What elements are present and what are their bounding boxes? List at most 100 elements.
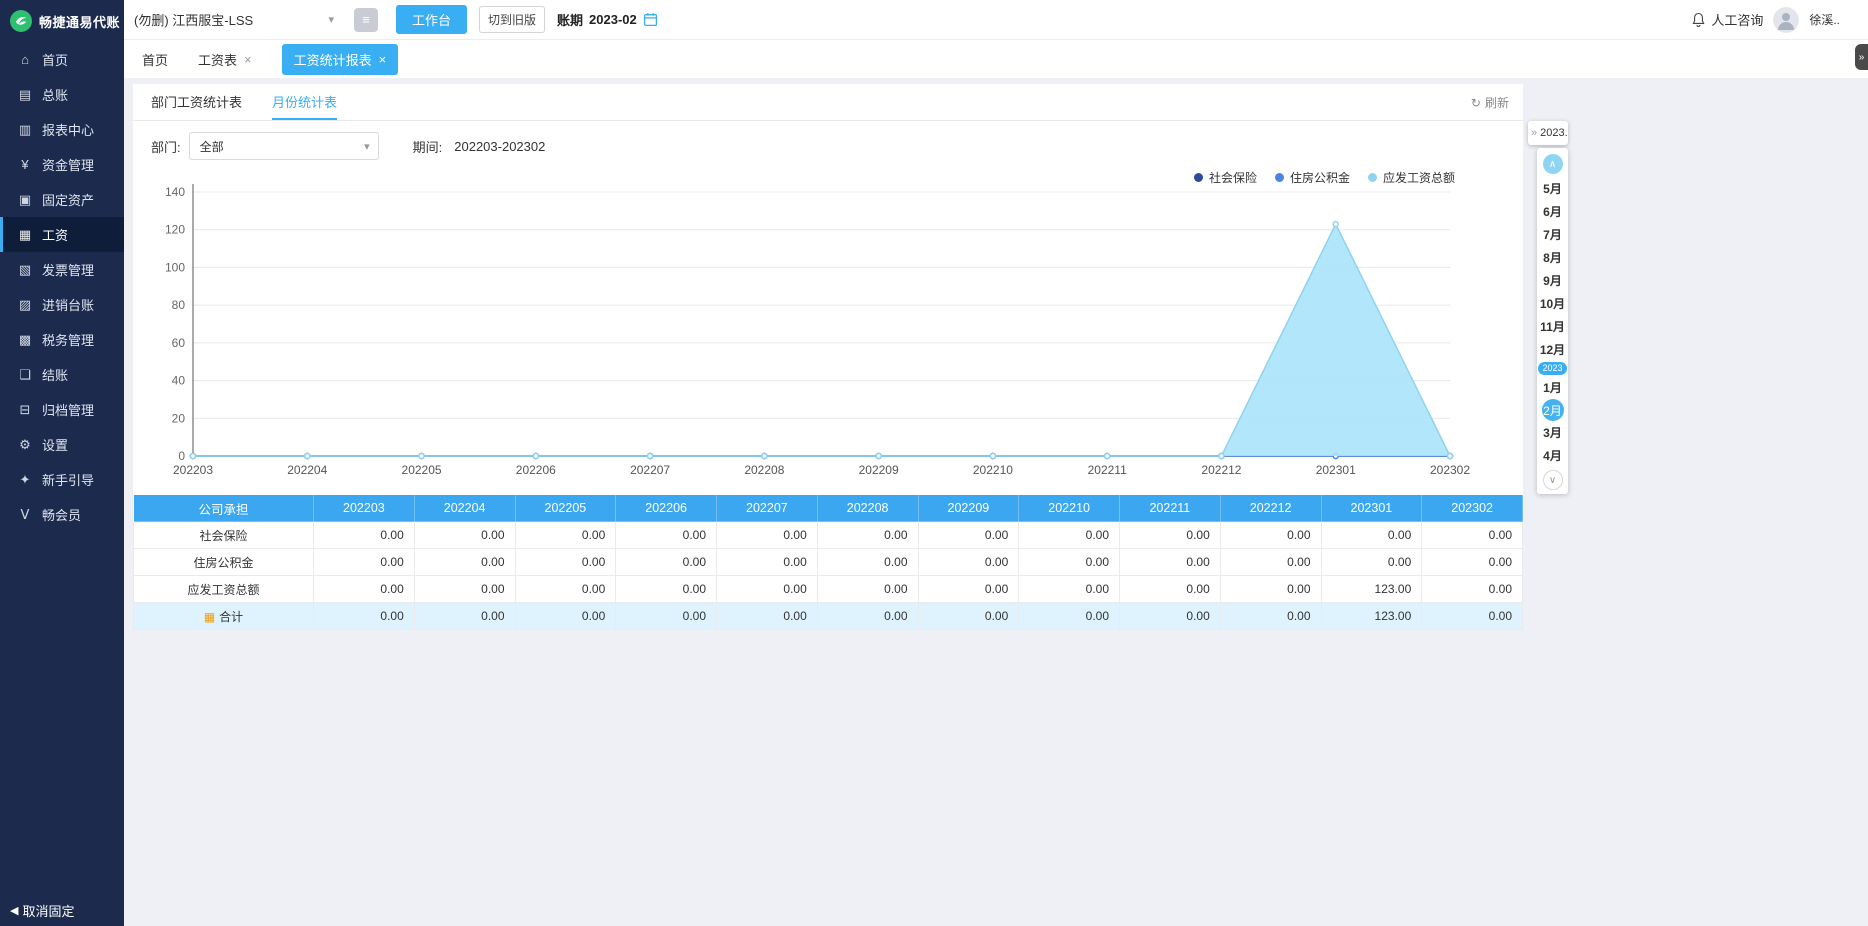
company-selector[interactable]: (勿删) 江西服宝-LSS ▾ (134, 10, 334, 29)
month-item-5[interactable]: 5月 (1543, 182, 1562, 196)
drawer-handle[interactable]: » (1855, 44, 1868, 70)
sidebar-item-closing[interactable]: ❏ 结账 (0, 357, 124, 392)
avatar[interactable] (1773, 6, 1800, 33)
workbench-button[interactable]: 工作台 (396, 5, 468, 34)
table-cell: 0.00 (1119, 575, 1221, 603)
table-cell: 0.00 (313, 548, 415, 576)
table-cell: 123.00 (1320, 602, 1423, 630)
month-item-8[interactable]: 8月 (1543, 251, 1562, 265)
month-item-2[interactable]: 2月 (1541, 399, 1564, 421)
month-item-12[interactable]: 12月 (1539, 343, 1566, 357)
table-cell: 0.00 (615, 521, 717, 549)
sidebar-item-general-ledger[interactable]: ▤ 总账 (0, 77, 124, 112)
sidebar-menu: ⌂ 首页 ▤ 总账 ▥ 报表中心 ¥ 资金管理 ▣ 固定资产 ▦ 工资 ▧ 发票管理 ▨ 进销台账 ▩ 税务管理 ❏… (0, 42, 124, 532)
tab-salary-report[interactable]: 工资统计报表 × (281, 43, 399, 75)
unpin-icon: ◀ (10, 905, 19, 917)
bell-icon (1691, 12, 1706, 28)
table-cell: 0.00 (1421, 548, 1523, 576)
table-column-header: 202208 (816, 494, 919, 522)
table-column-header: 202302 (1421, 494, 1523, 522)
sidebar-item-member[interactable]: Ⅴ 畅会员 (0, 497, 124, 532)
tab-home[interactable]: 首页 (142, 50, 168, 69)
period-drawer-label: 2023.0 (1540, 127, 1568, 139)
sidebar-item-purchase-sales-ledger[interactable]: ▨ 进销台账 (0, 287, 124, 322)
table-cell: 0.00 (917, 548, 1020, 576)
month-item-11[interactable]: 11月 (1540, 320, 1565, 334)
topbar-right: 人工咨询 徐溪.. (1691, 6, 1854, 33)
subtab-month-stats[interactable]: 月份统计表 (272, 84, 338, 120)
table-cell: 123.00 (1320, 575, 1423, 603)
dept-select[interactable]: 全部 ▾ (188, 132, 379, 160)
month-item-6[interactable]: 6月 (1543, 205, 1562, 219)
sidebar-item-beginner-guide[interactable]: ✦ 新手引导 (0, 462, 124, 497)
unpin-button[interactable]: ◀ 取消固定 (10, 901, 74, 920)
close-icon[interactable]: × (244, 51, 252, 67)
svg-text:202204: 202204 (287, 463, 327, 477)
sidebar-item-tax-management[interactable]: ▩ 税务管理 (0, 322, 124, 357)
consult-label: 人工咨询 (1711, 13, 1764, 28)
consult-button[interactable]: 人工咨询 (1691, 10, 1763, 29)
sidebar-item-label: 总账 (42, 88, 69, 103)
table-cell: 0.00 (917, 602, 1020, 630)
svg-text:40: 40 (172, 374, 186, 388)
table-cell: 0.00 (1018, 548, 1120, 576)
tab-label: 工资表 (198, 52, 238, 68)
sidebar-item-label: 新手引导 (42, 473, 95, 488)
sidebar-item-fund-management[interactable]: ¥ 资金管理 (0, 147, 124, 182)
legend-item[interactable]: 住房公积金 (1274, 169, 1350, 186)
month-item-10[interactable]: 10月 (1539, 297, 1566, 311)
month-item-7[interactable]: 7月 (1543, 228, 1562, 242)
svg-text:120: 120 (165, 223, 185, 237)
sidebar-item-label: 设置 (42, 438, 69, 453)
notebook-icon[interactable]: ≡ (354, 7, 378, 32)
scroll-up-button[interactable]: ∧ (1542, 154, 1563, 174)
sidebar-item-fixed-assets[interactable]: ▣ 固定资产 (0, 182, 124, 217)
table-cell: 0.00 (816, 575, 919, 603)
month-item-3[interactable]: 3月 (1543, 426, 1562, 440)
sidebar-item-report-center[interactable]: ▥ 报表中心 (0, 112, 124, 147)
sidebar-item-settings[interactable]: ⚙ 设置 (0, 427, 124, 462)
close-icon[interactable]: × (378, 51, 387, 67)
month-item-9[interactable]: 9月 (1543, 274, 1562, 288)
table-cell: 0.00 (514, 575, 617, 603)
svg-text:202206: 202206 (516, 463, 556, 477)
closing-icon: ❏ (19, 366, 31, 382)
username[interactable]: 徐溪.. (1809, 13, 1840, 27)
legend-item[interactable]: 社会保险 (1193, 169, 1257, 186)
refresh-button[interactable]: ↻ 刷新 (1471, 94, 1509, 111)
range-value: 202203-202302 (454, 138, 546, 154)
month-item-1[interactable]: 1月 (1543, 381, 1562, 395)
app-logo: 畅捷通易代账 (0, 0, 124, 42)
tab-salary-sheet[interactable]: 工资表 × (198, 50, 252, 69)
table-row: ▦ 合计 0.00 0.00 0.00 0.00 0.00 0.00 0.00 0.00 0.00 0… (133, 602, 1523, 630)
table-column-header: 202206 (615, 494, 717, 522)
table-column-header: 公司承担 (133, 494, 314, 522)
calendar-icon[interactable] (643, 12, 658, 27)
unpin-label: 取消固定 (22, 904, 75, 919)
sidebar-item-invoice-management[interactable]: ▧ 发票管理 (0, 252, 124, 287)
legend-item[interactable]: 应发工资总额 (1367, 169, 1455, 186)
switch-old-version-button[interactable]: 切到旧版 (479, 6, 546, 33)
table-cell: 0.00 (917, 575, 1020, 603)
period-drawer-tab[interactable]: » 2023.0 (1528, 121, 1568, 145)
sidebar-item-label: 畅会员 (42, 508, 82, 523)
table-cell: 0.00 (1320, 548, 1423, 576)
svg-text:202212: 202212 (1201, 463, 1241, 477)
scroll-down-button[interactable]: ∨ (1542, 470, 1563, 490)
topbar: (勿删) 江西服宝-LSS ▾ ≡ 工作台 切到旧版 账期 2023-02 人工… (124, 0, 1868, 40)
asset-icon: ▣ (18, 191, 32, 207)
svg-text:202210: 202210 (973, 463, 1013, 477)
sidebar-item-archive-management[interactable]: ⊟ 归档管理 (0, 392, 124, 427)
svg-text:0: 0 (178, 449, 185, 463)
sidebar-item-salary[interactable]: ▦ 工资 (0, 217, 124, 252)
table-cell: 0.00 (1421, 602, 1523, 630)
month-item-4[interactable]: 4月 (1543, 449, 1562, 463)
table-cell: 0.00 (1119, 548, 1221, 576)
table-cell: 0.00 (1320, 521, 1423, 549)
sidebar-item-label: 进销台账 (42, 298, 95, 313)
table-cell: 0.00 (1219, 548, 1322, 576)
subtab-dept-salary[interactable]: 部门工资统计表 (151, 94, 243, 110)
sidebar-item-home[interactable]: ⌂ 首页 (0, 42, 124, 77)
chevron-down-icon: ▾ (364, 140, 370, 153)
table-cell: 0.00 (413, 602, 516, 630)
